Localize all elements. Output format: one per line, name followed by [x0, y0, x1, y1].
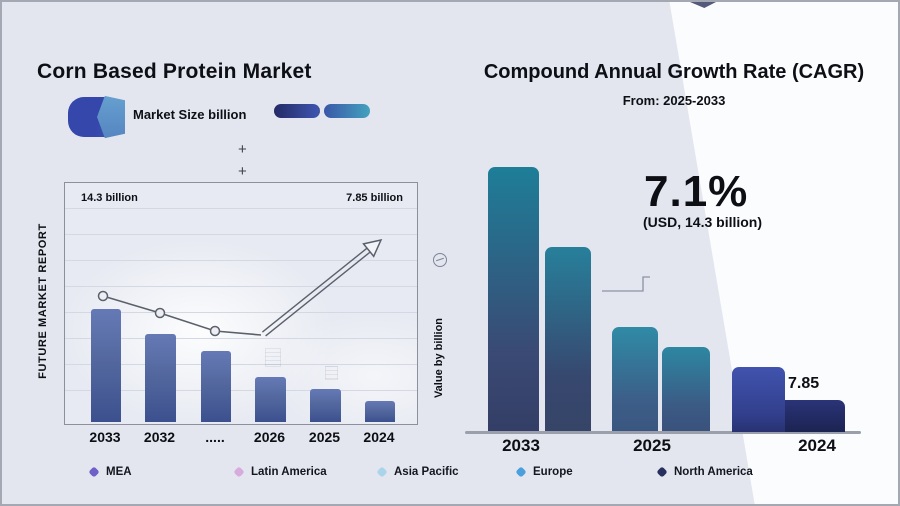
left-axis-year: .....	[205, 429, 225, 445]
right-annotation: 7.85 billion	[346, 192, 403, 204]
left-axis-year: 2026	[253, 429, 286, 445]
left-bar-1	[91, 309, 121, 422]
right-axis-year: 2024	[798, 436, 836, 455]
legend-marker-icon	[656, 466, 668, 478]
right-bar-4	[662, 347, 710, 432]
market-size-label: Market Size billion	[133, 107, 247, 122]
gridline	[65, 338, 417, 339]
right-x-labels: 2033 2025 2024	[2, 436, 898, 458]
left-y-axis-label: FUTURE MARKET REPORT	[37, 223, 49, 379]
legend-label: North America	[674, 466, 753, 478]
right-axis-year: 2033	[502, 436, 540, 455]
legend-marker-icon	[233, 466, 245, 478]
left-axis-year: 2033	[89, 429, 121, 445]
plus-icon: +	[238, 163, 247, 180]
legend-label: Latin America	[251, 466, 327, 478]
left-bar-4	[255, 377, 286, 422]
right-bar-3	[612, 327, 658, 432]
gridline	[65, 390, 417, 391]
right-chart-axis	[465, 431, 861, 434]
left-annotation: 14.3 billion	[81, 192, 138, 204]
page-title: Corn Based Protein Market	[37, 60, 312, 83]
legend-marker-icon	[88, 466, 100, 478]
cagr-detail: (USD, 14.3 billion)	[643, 214, 763, 230]
legend-item-north-america: North America	[656, 466, 753, 478]
left-bar-5	[310, 389, 341, 422]
background-accent	[690, 2, 716, 8]
left-axis-year: 2032	[143, 429, 176, 445]
right-y-axis-label: Value by billion	[433, 317, 445, 399]
left-x-labels: 2033 2032..... 2026 2025 2024	[2, 429, 452, 449]
left-axis-year: 2024	[363, 429, 395, 445]
market-size-icon	[68, 95, 125, 139]
trend-arrow-graphic	[97, 238, 383, 337]
right-bar-2	[545, 247, 591, 432]
legend-item-latin-america: Latin America	[233, 466, 327, 478]
left-axis-year: 2025	[308, 429, 341, 445]
cagr-value: 7.1%	[644, 167, 749, 216]
gridline	[65, 208, 417, 209]
cagr-title: Compound Annual Growth Rate (CAGR)	[483, 61, 865, 83]
gridline	[65, 312, 417, 313]
gridline	[65, 234, 417, 235]
right-bar-5	[732, 367, 785, 432]
gridline	[65, 286, 417, 287]
left-chart-panel: 14.3 billion 7.85 billion	[64, 182, 418, 425]
gradient-pill-icon	[324, 104, 370, 118]
gridline	[65, 260, 417, 261]
cagr-subtitle: From: 2025-2033	[622, 93, 726, 108]
legend-marker-icon	[376, 466, 388, 478]
legend-marker-icon	[515, 466, 527, 478]
left-bar-2	[145, 334, 176, 422]
legend-label: MEA	[106, 466, 132, 478]
right-bar-1	[488, 167, 539, 432]
pill-separator: :	[317, 105, 320, 115]
watermark-icon	[325, 366, 338, 380]
legend-item-mea: MEA	[88, 466, 132, 478]
bar-value-label: 7.85	[788, 375, 820, 392]
gradient-pill-icon	[274, 104, 320, 118]
circle-minus-icon	[433, 253, 447, 267]
legend: MEA Latin America Asia Pacific Europe North …	[2, 466, 898, 490]
gridline	[65, 364, 417, 365]
left-bar-3	[201, 351, 231, 422]
watermark-icon	[265, 348, 281, 367]
step-line-graphic	[602, 276, 650, 292]
legend-label: Asia Pacific	[394, 466, 459, 478]
legend-item-asia-pacific: Asia Pacific	[376, 466, 459, 478]
legend-item-europe: Europe	[515, 466, 573, 478]
legend-label: Europe	[533, 466, 573, 478]
plus-icon: +	[238, 141, 247, 158]
right-axis-year: 2025	[633, 436, 671, 455]
left-bar-6	[365, 401, 395, 422]
